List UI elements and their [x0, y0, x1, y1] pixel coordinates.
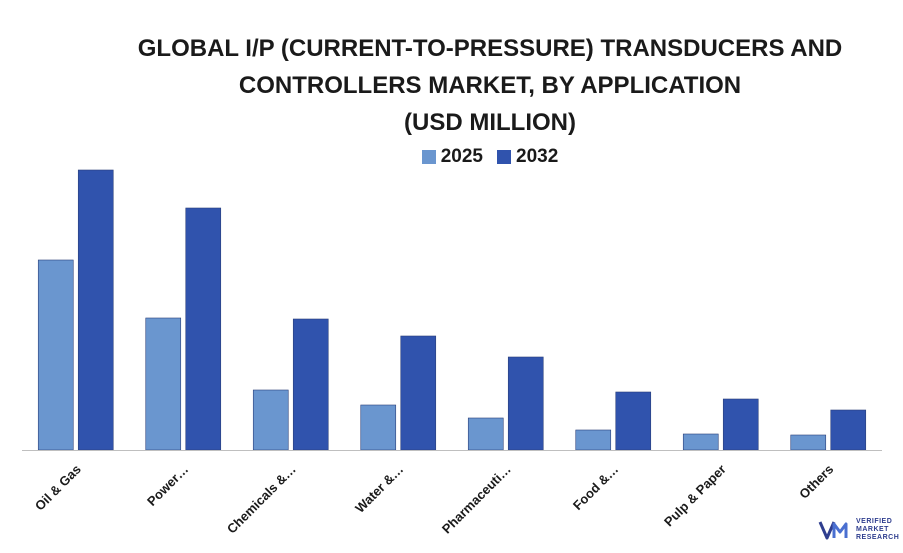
chart-title-line-3: (USD MILLION)	[404, 109, 576, 136]
vmr-logo: VERIFIED MARKET RESEARCH	[818, 518, 899, 542]
vmr-logo-icon	[818, 521, 848, 540]
logo-text-line-1: VERIFIED	[856, 518, 893, 525]
chart-title-line-2: CONTROLLERS MARKET, BY APPLICATION	[238, 72, 742, 99]
chart-title-line-1: GLOBAL I/P (CURRENT-TO-PRESSURE) TRANSDU…	[137, 35, 843, 62]
logo-text-line-2: MARKET	[856, 526, 889, 533]
bar-2025-4	[467, 417, 504, 451]
bar-2032-0	[77, 169, 114, 451]
bar-2025-1	[145, 317, 182, 451]
x-tick-label-7: Others	[796, 462, 836, 502]
bar-2032-5	[615, 391, 652, 451]
bar-2032-6	[722, 398, 759, 451]
logo-text-line-3: RESEARCH	[856, 534, 900, 541]
legend-label-2032: 2032	[516, 146, 559, 167]
bar-2032-4	[507, 356, 544, 451]
bar-2032-3	[400, 335, 437, 451]
chart-legend: 2025 2032	[0, 146, 903, 168]
bar-2032-2	[292, 318, 329, 451]
bar-2032-1	[185, 207, 222, 451]
bar-2032-7	[830, 409, 867, 451]
legend-swatch-2025	[421, 150, 436, 164]
x-tick-label-1: Power…	[144, 462, 191, 509]
chart-title: GLOBAL I/P (CURRENT-TO-PRESSURE) TRANSDU…	[80, 30, 900, 141]
vmr-logo-text: VERIFIED MARKET RESEARCH	[856, 518, 899, 542]
bar-2025-7	[790, 434, 827, 451]
bar-2025-2	[252, 389, 289, 451]
x-tick-label-3: Water &…	[352, 462, 406, 516]
bar-2025-6	[682, 433, 719, 451]
legend-item-2025: 2025	[421, 146, 483, 168]
legend-item-2032: 2032	[497, 146, 558, 168]
bar-2025-5	[575, 429, 612, 451]
x-tick-label-2: Chemicals &…	[224, 462, 299, 537]
legend-label-2025: 2025	[440, 146, 483, 167]
bar-2025-0	[37, 259, 74, 451]
legend-swatch-2032	[497, 150, 511, 164]
x-tick-label-6: Pulp & Paper	[661, 462, 729, 530]
x-tick-label-5: Food &…	[570, 462, 621, 513]
x-tick-label-0: Oil & Gas	[32, 462, 84, 514]
bar-2025-3	[360, 404, 397, 451]
x-tick-label-4: Pharmaceuti…	[439, 462, 514, 537]
